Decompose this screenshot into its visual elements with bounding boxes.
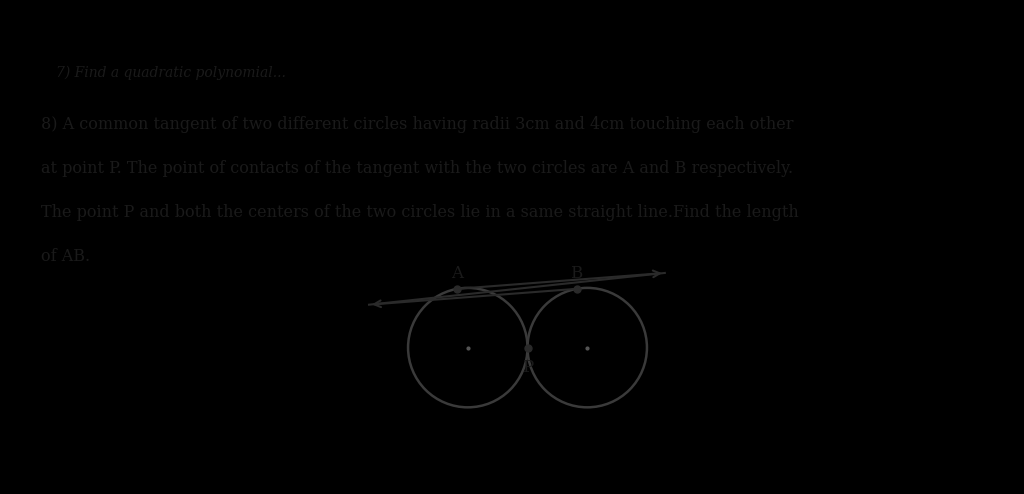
Text: of AB.: of AB. — [41, 247, 90, 265]
Text: 7) Find a quadratic polynomial...: 7) Find a quadratic polynomial... — [56, 66, 286, 80]
Text: P: P — [522, 359, 534, 375]
Text: 8) A common tangent of two different circles having radii 3cm and 4cm touching e: 8) A common tangent of two different cir… — [41, 116, 794, 132]
Text: The point P and both the centers of the two circles lie in a same straight line.: The point P and both the centers of the … — [41, 204, 799, 221]
Text: B: B — [570, 265, 583, 282]
Text: A: A — [452, 265, 463, 282]
Text: at point P. The point of contacts of the tangent with the two circles are A and : at point P. The point of contacts of the… — [41, 160, 793, 177]
